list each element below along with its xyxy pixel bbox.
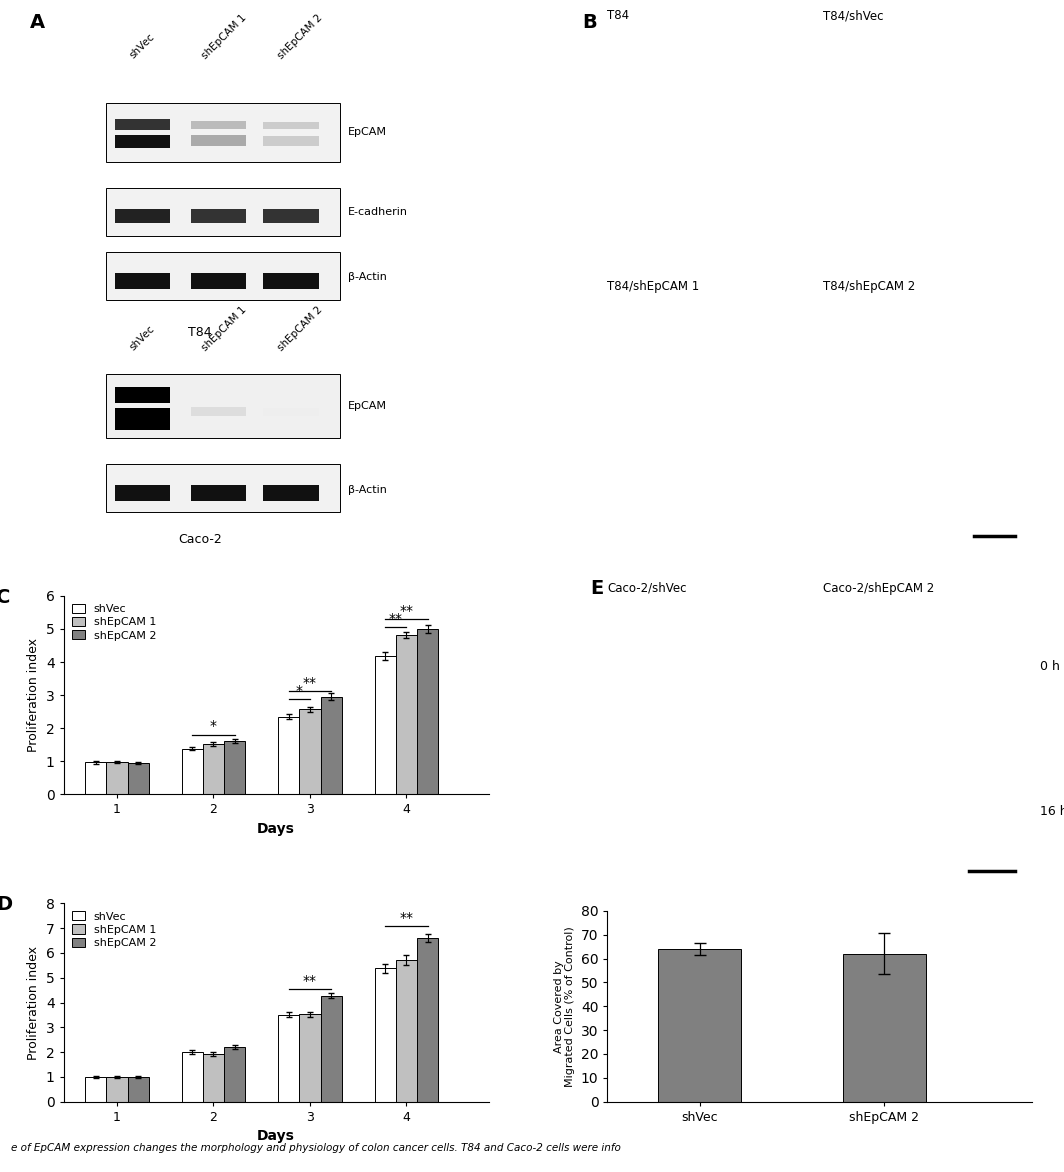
Bar — [659, 949, 742, 1102]
X-axis label: Days: Days — [257, 822, 295, 836]
Bar — [115, 273, 170, 289]
Bar — [192, 485, 247, 502]
Text: **: ** — [303, 676, 317, 690]
Bar — [106, 1077, 128, 1102]
Bar — [375, 656, 396, 795]
Text: T84/shVec: T84/shVec — [822, 9, 883, 22]
Y-axis label: Area Covered by
Migrated Cells (% of Control): Area Covered by Migrated Cells (% of Con… — [553, 926, 576, 1086]
Bar — [417, 629, 438, 795]
Bar — [264, 122, 318, 129]
Text: A: A — [30, 13, 45, 32]
Text: Caco-2: Caco-2 — [178, 533, 221, 546]
Bar — [375, 968, 396, 1102]
X-axis label: Days: Days — [257, 1130, 295, 1143]
Bar — [115, 120, 170, 130]
Text: shEpCAM 1: shEpCAM 1 — [200, 305, 248, 353]
Bar — [115, 485, 170, 502]
Bar — [85, 762, 106, 795]
Text: Caco-2/shVec: Caco-2/shVec — [608, 581, 687, 594]
Text: E: E — [591, 579, 604, 598]
Bar — [396, 635, 417, 795]
Bar — [225, 741, 246, 795]
Text: D: D — [0, 895, 12, 914]
Text: β-Actin: β-Actin — [348, 485, 387, 495]
Text: *: * — [296, 683, 303, 697]
Text: T84: T84 — [608, 9, 630, 22]
Bar — [225, 1047, 246, 1102]
Text: B: B — [582, 13, 597, 32]
Text: Caco-2/shEpCAM 2: Caco-2/shEpCAM 2 — [822, 581, 934, 594]
Bar — [85, 1077, 106, 1102]
Y-axis label: Proliferation index: Proliferation index — [28, 638, 40, 752]
Text: β-Actin: β-Actin — [348, 272, 387, 282]
Bar — [106, 374, 339, 437]
Bar — [106, 188, 339, 236]
Bar — [192, 135, 247, 145]
Bar — [264, 136, 318, 145]
Bar — [106, 464, 339, 512]
Bar — [264, 273, 318, 289]
Text: **: ** — [399, 911, 414, 925]
Bar — [192, 121, 247, 129]
Bar — [192, 407, 247, 416]
Text: 16 h: 16 h — [1041, 805, 1064, 818]
Text: 0 h: 0 h — [1041, 660, 1061, 673]
Text: **: ** — [399, 604, 414, 618]
Bar — [106, 252, 339, 300]
Bar — [115, 210, 170, 223]
Bar — [203, 744, 225, 795]
Bar — [115, 408, 170, 430]
Text: e of EpCAM expression changes the morphology and physiology of colon cancer cell: e of EpCAM expression changes the morpho… — [11, 1143, 620, 1153]
Legend: shVec, shEpCAM 1, shEpCAM 2: shVec, shEpCAM 1, shEpCAM 2 — [69, 909, 159, 950]
Bar — [128, 1077, 149, 1102]
Legend: shVec, shEpCAM 1, shEpCAM 2: shVec, shEpCAM 1, shEpCAM 2 — [69, 601, 159, 642]
Bar — [264, 210, 318, 223]
Bar — [106, 762, 128, 795]
Text: T84/shEpCAM 2: T84/shEpCAM 2 — [822, 280, 915, 293]
Bar — [106, 103, 339, 162]
Bar — [417, 938, 438, 1102]
Text: shEpCAM 2: shEpCAM 2 — [277, 12, 325, 61]
Bar — [182, 749, 203, 795]
Bar — [128, 763, 149, 795]
Bar — [299, 1015, 320, 1102]
Text: shVec: shVec — [128, 323, 156, 353]
Text: EpCAM: EpCAM — [348, 401, 387, 410]
Text: EpCAM: EpCAM — [348, 128, 387, 137]
Bar — [843, 954, 926, 1102]
Bar — [192, 273, 247, 289]
Bar — [299, 709, 320, 795]
Bar — [396, 960, 417, 1102]
Text: T84: T84 — [188, 326, 212, 339]
Bar — [115, 387, 170, 403]
Text: *: * — [210, 720, 217, 734]
Bar — [264, 408, 318, 416]
Bar — [203, 1054, 225, 1102]
Bar — [264, 485, 318, 502]
Text: **: ** — [303, 974, 317, 988]
Text: shEpCAM 1: shEpCAM 1 — [200, 12, 248, 61]
Bar — [115, 135, 170, 148]
Bar — [278, 1015, 299, 1102]
Y-axis label: Proliferation index: Proliferation index — [28, 946, 40, 1059]
Text: shEpCAM 2: shEpCAM 2 — [277, 305, 325, 353]
Bar — [182, 1052, 203, 1102]
Bar — [320, 697, 342, 795]
Text: T84/shEpCAM 1: T84/shEpCAM 1 — [608, 280, 700, 293]
Text: shVec: shVec — [128, 32, 156, 61]
Bar — [320, 995, 342, 1102]
Bar — [192, 210, 247, 223]
Text: **: ** — [388, 612, 403, 626]
Bar — [278, 716, 299, 795]
Text: C: C — [0, 588, 11, 607]
Text: E-cadherin: E-cadherin — [348, 207, 409, 217]
